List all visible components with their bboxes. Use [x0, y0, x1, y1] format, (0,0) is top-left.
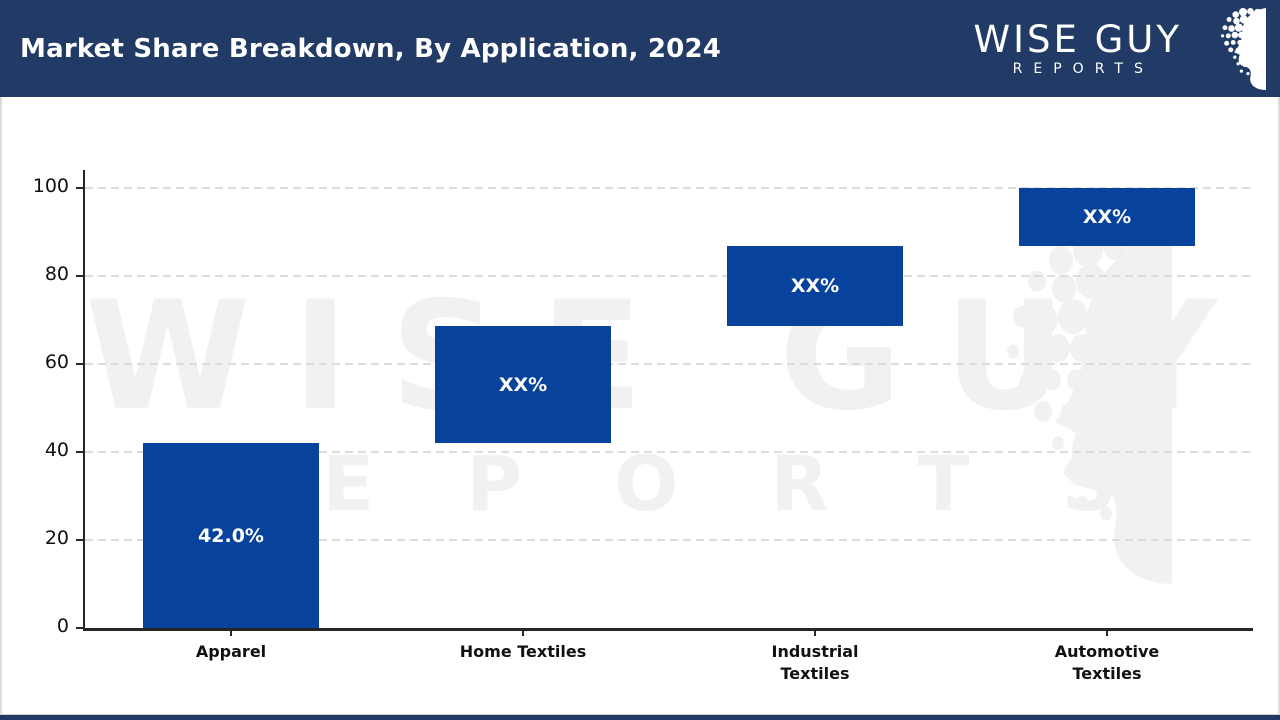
y-axis-line	[83, 170, 85, 628]
x-axis-line	[83, 628, 1253, 631]
y-tick	[76, 627, 83, 629]
gridline	[85, 450, 1253, 453]
x-tick	[230, 628, 232, 636]
y-tick	[76, 362, 83, 365]
x-tick	[814, 628, 816, 636]
x-category-label: Home Textiles	[459, 642, 587, 661]
logo-wordmark-line2: REPORTS	[1012, 60, 1154, 77]
page-title: Market Share Breakdown, By Application, …	[20, 33, 722, 64]
brand-logo: WISE GUY REPORTS	[974, 6, 1266, 92]
frame-edge-right	[1278, 97, 1280, 715]
y-tick	[76, 450, 83, 453]
frame-edge-bottom	[0, 714, 1280, 715]
y-tick	[76, 274, 83, 277]
logo-wordmark-line1: WISE GUY	[973, 17, 1182, 61]
x-category-label: Automotive Textiles	[1054, 642, 1160, 683]
x-category-label: Industrial Textiles	[771, 642, 859, 683]
frame-edge-left	[0, 97, 2, 715]
gridline	[85, 538, 1253, 541]
header-bar: Market Share Breakdown, By Application, …	[0, 0, 1280, 97]
gridline	[85, 362, 1253, 365]
y-tick-label: 0	[56, 615, 69, 637]
bar-industrial-textiles: XX%	[727, 245, 903, 327]
y-tick-label: 40	[44, 438, 69, 461]
y-tick	[76, 186, 83, 189]
bar-automotive-textiles: XX%	[1019, 187, 1195, 246]
y-tick-label: 80	[44, 262, 69, 285]
gridline	[85, 186, 1253, 189]
x-tick	[522, 628, 524, 636]
bar-value-label: XX%	[498, 373, 548, 396]
bar-home-textiles: XX%	[435, 326, 611, 444]
x-tick	[1106, 628, 1108, 636]
gridline	[85, 274, 1253, 277]
footer-accent-bar	[0, 715, 1280, 720]
bar-apparel: 42.0%	[143, 443, 319, 628]
bar-value-label: 42.0%	[198, 524, 264, 547]
y-tick-label: 20	[44, 526, 69, 549]
y-tick	[76, 538, 83, 541]
x-category-label: Apparel	[195, 642, 267, 661]
logo-wordmark: WISE GUY REPORTS	[974, 21, 1182, 77]
y-tick-label: 60	[44, 350, 69, 373]
bar-value-label: XX%	[1082, 205, 1132, 228]
y-tick-label: 100	[32, 174, 69, 197]
bar-value-label: XX%	[790, 275, 840, 298]
